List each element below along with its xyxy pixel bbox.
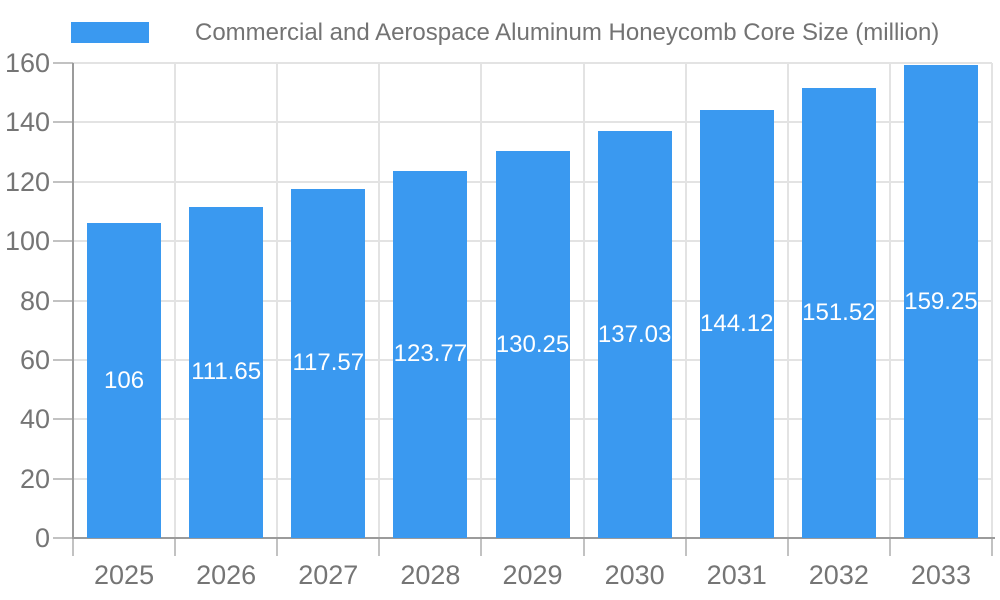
bar[interactable]: 123.77	[393, 170, 468, 538]
y-axis-label: 140	[4, 107, 50, 138]
x-tick	[582, 538, 585, 556]
x-tick	[786, 538, 789, 556]
bar-value-label: 123.77	[393, 340, 468, 368]
y-tick	[53, 418, 73, 421]
h-gridline	[73, 121, 992, 124]
bar[interactable]: 117.57	[291, 188, 366, 538]
legend-swatch[interactable]	[71, 22, 149, 43]
bar[interactable]: 144.12	[699, 110, 774, 538]
v-gridline	[684, 63, 687, 538]
bar[interactable]: 159.25	[903, 65, 978, 538]
x-tick	[174, 538, 177, 556]
bar-value-label: 111.65	[191, 358, 262, 386]
bar[interactable]: 151.52	[801, 88, 876, 538]
y-axis-label: 40	[19, 404, 50, 435]
y-axis-label: 120	[4, 166, 50, 197]
x-tick	[378, 538, 381, 556]
y-tick	[53, 477, 73, 480]
y-axis-label: 160	[4, 48, 50, 78]
y-axis-label: 60	[19, 344, 50, 375]
x-tick	[72, 538, 74, 556]
y-tick	[53, 358, 73, 361]
bar-value-label: 117.57	[292, 349, 365, 377]
x-tick	[888, 538, 891, 556]
bar[interactable]: 106	[87, 223, 162, 538]
bar[interactable]: 137.03	[597, 131, 672, 538]
x-tick	[684, 538, 687, 556]
y-tick	[53, 240, 73, 243]
x-tick	[991, 538, 993, 556]
x-tick	[480, 538, 483, 556]
y-tick	[53, 180, 73, 183]
bar-value-label: 137.03	[597, 320, 672, 348]
v-gridline	[582, 63, 585, 538]
x-axis-label: 2025	[94, 560, 155, 590]
y-axis-label: 80	[19, 285, 50, 316]
y-tick	[53, 299, 73, 302]
x-axis-label: 2031	[706, 560, 767, 590]
x-axis-label: 2033	[910, 560, 971, 590]
y-axis-line	[72, 63, 74, 538]
v-gridline	[991, 63, 993, 538]
bar-value-label: 151.52	[802, 299, 876, 327]
x-axis-label: 2027	[298, 560, 359, 590]
bar-value-label: 159.25	[904, 287, 978, 315]
bar-value-label: 106	[104, 366, 145, 394]
v-gridline	[276, 63, 279, 538]
bar-value-label: 144.12	[700, 310, 774, 338]
v-gridline	[786, 63, 789, 538]
bar-value-label: 130.25	[495, 330, 570, 358]
x-axis-label: 2032	[808, 560, 869, 590]
h-gridline	[73, 62, 992, 64]
y-axis-label: 20	[19, 463, 50, 494]
y-tick	[53, 62, 73, 64]
x-axis-label: 2030	[604, 560, 665, 590]
y-tick	[53, 537, 73, 539]
v-gridline	[174, 63, 177, 538]
v-gridline	[480, 63, 483, 538]
bar[interactable]: 111.65	[189, 206, 264, 538]
x-tick	[276, 538, 279, 556]
x-axis-label: 2026	[196, 560, 257, 590]
y-tick	[53, 121, 73, 124]
y-axis-label: 0	[34, 523, 50, 553]
v-gridline	[888, 63, 891, 538]
y-axis-label: 100	[4, 226, 50, 257]
x-axis-line	[72, 537, 995, 539]
bar[interactable]: 130.25	[495, 151, 570, 538]
x-axis-label: 2029	[502, 560, 563, 590]
x-axis-label: 2028	[400, 560, 461, 590]
chart-title: Commercial and Aerospace Aluminum Honeyc…	[195, 19, 940, 46]
v-gridline	[378, 63, 381, 538]
